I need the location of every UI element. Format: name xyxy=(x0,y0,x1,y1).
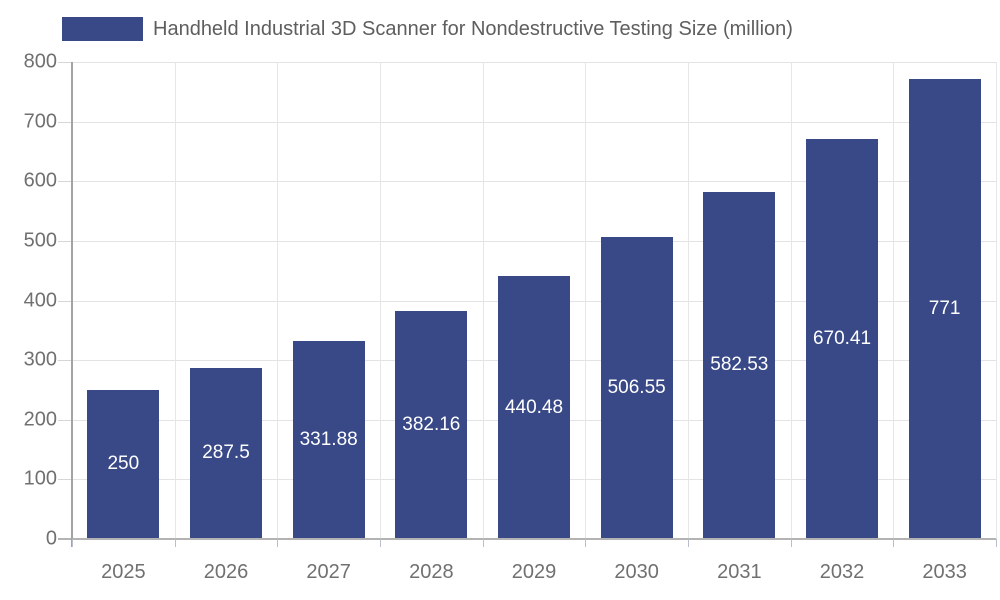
x-axis-tick xyxy=(688,539,689,547)
x-gridline xyxy=(174,62,176,539)
x-axis-label: 2033 xyxy=(922,561,967,583)
x-axis-label: 2030 xyxy=(614,561,659,583)
bar-value-label: 582.53 xyxy=(710,354,769,376)
x-axis-label: 2026 xyxy=(203,561,249,583)
x-axis-tick xyxy=(482,539,484,547)
x-axis-tick xyxy=(893,539,895,547)
x-axis-tick xyxy=(585,539,587,547)
bar-2026[interactable]: 287.5 xyxy=(190,367,262,539)
y-axis-label: 200 xyxy=(23,408,57,431)
legend-label: Handheld Industrial 3D Scanner for Nonde… xyxy=(153,17,793,40)
x-axis-label: 2032 xyxy=(819,561,865,583)
legend-swatch xyxy=(62,17,143,41)
y-axis-tick xyxy=(58,62,72,63)
y-axis-tick xyxy=(58,121,72,123)
x-gridline xyxy=(688,62,689,539)
bar-2031[interactable]: 582.53 xyxy=(703,191,776,539)
bar-2025[interactable]: 250 xyxy=(87,389,160,539)
legend-item[interactable]: Handheld Industrial 3D Scanner for Nonde… xyxy=(62,17,793,41)
y-axis-tick xyxy=(58,479,72,481)
x-gridline xyxy=(277,62,279,539)
x-gridline xyxy=(790,62,792,539)
x-axis-label: 2028 xyxy=(409,561,454,583)
y-gridline xyxy=(72,240,996,242)
y-axis-tick xyxy=(58,419,72,421)
y-gridline xyxy=(72,181,996,183)
y-axis-tick xyxy=(58,240,72,242)
y-axis-tick xyxy=(58,181,72,183)
y-axis-label: 0 xyxy=(45,527,57,550)
bar-2029[interactable]: 440.48 xyxy=(498,276,570,539)
y-axis-label: 300 xyxy=(23,348,57,371)
x-gridline xyxy=(482,62,484,539)
x-axis-label: 2029 xyxy=(511,561,557,583)
bar-2027[interactable]: 331.88 xyxy=(292,341,365,539)
x-axis-label: 2031 xyxy=(717,561,762,583)
x-axis-tick xyxy=(72,539,73,547)
x-gridline xyxy=(996,62,997,539)
y-axis-label: 600 xyxy=(23,169,57,192)
bar-value-label: 771 xyxy=(928,298,961,320)
y-gridline xyxy=(72,62,996,63)
bar-value-label: 440.48 xyxy=(504,396,564,418)
bar-value-label: 382.16 xyxy=(402,414,461,436)
bar-2033[interactable]: 771 xyxy=(908,79,981,539)
bar-value-label: 670.41 xyxy=(812,328,872,350)
x-axis-label: 2025 xyxy=(101,561,146,583)
x-axis-label: 2027 xyxy=(306,561,351,583)
y-axis-line xyxy=(71,62,73,547)
bar-value-label: 287.5 xyxy=(202,442,250,464)
x-axis-line xyxy=(58,538,996,540)
y-axis-label: 700 xyxy=(23,110,57,133)
y-axis-label: 100 xyxy=(23,467,57,490)
bar-2028[interactable]: 382.16 xyxy=(395,311,468,539)
bar-2032[interactable]: 670.41 xyxy=(806,139,878,539)
x-axis-tick xyxy=(996,539,997,547)
y-axis-tick xyxy=(58,360,72,362)
x-gridline xyxy=(585,62,587,539)
bar-2030[interactable]: 506.55 xyxy=(600,236,673,539)
x-axis-tick xyxy=(277,539,279,547)
bar-value-label: 250 xyxy=(107,453,140,475)
y-axis-tick xyxy=(58,300,72,302)
y-axis-label: 400 xyxy=(23,289,57,311)
y-axis-label: 800 xyxy=(23,50,57,73)
x-gridline xyxy=(893,62,895,539)
bar-value-label: 506.55 xyxy=(607,376,666,398)
x-axis-tick xyxy=(174,539,176,547)
y-gridline xyxy=(72,121,996,123)
x-gridline xyxy=(380,62,381,539)
x-axis-tick xyxy=(380,539,381,547)
y-axis-label: 500 xyxy=(23,229,57,252)
x-axis-tick xyxy=(790,539,792,547)
bar-value-label: 331.88 xyxy=(299,429,358,451)
